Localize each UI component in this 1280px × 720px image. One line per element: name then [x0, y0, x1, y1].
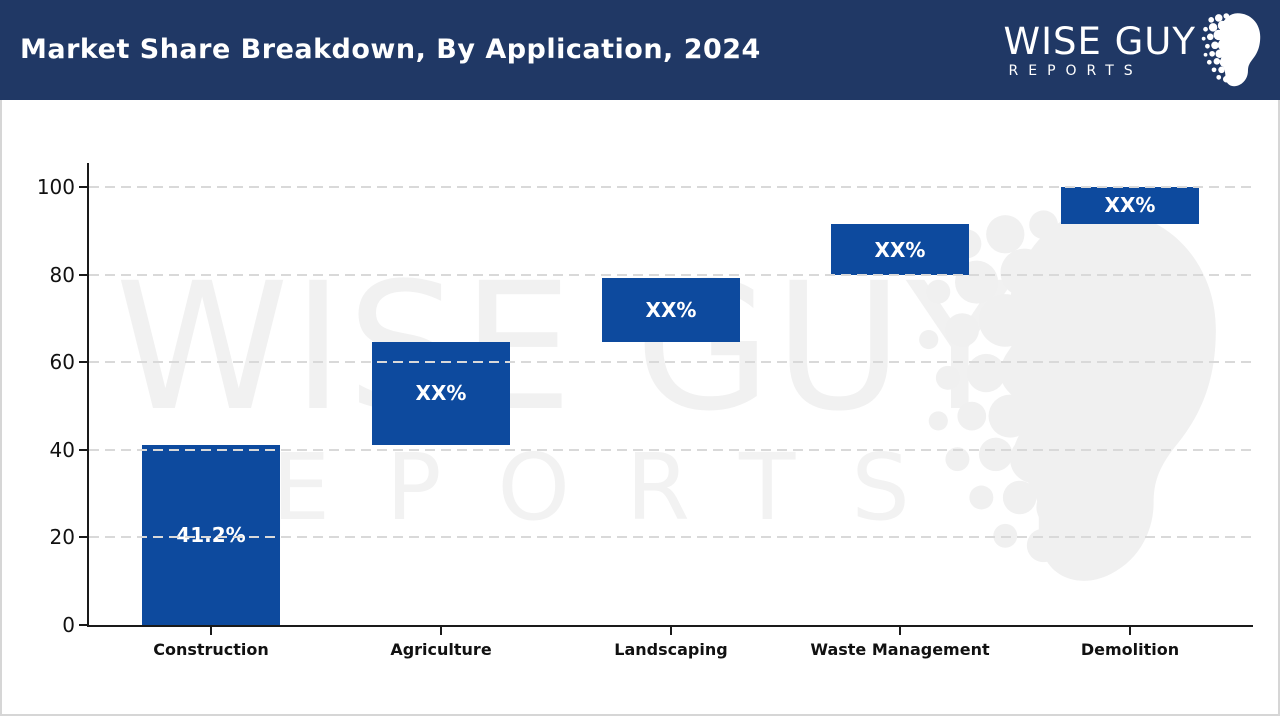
y-tick-label: 40: [49, 437, 75, 462]
y-axis: [87, 163, 89, 627]
logo-primary-text: WISE GUY: [1003, 19, 1196, 63]
x-tick: [899, 627, 901, 635]
bar-value-label: 41.2%: [176, 522, 246, 547]
y-tick-label: 60: [49, 350, 75, 375]
category-label-waste-management: Waste Management: [810, 640, 990, 659]
brand-logo: WISE GUY REPORTS: [1004, 8, 1264, 92]
y-tick: [79, 273, 87, 276]
x-tick: [670, 627, 672, 635]
logo-secondary-text: REPORTS: [1008, 62, 1143, 79]
x-tick: [210, 627, 212, 635]
y-tick: [79, 186, 87, 188]
bar-agriculture: XX%: [372, 342, 510, 445]
x-axis: [87, 625, 1253, 627]
y-tick: [79, 448, 87, 451]
gridline-20: [89, 536, 1253, 539]
bar-construction: 41.2%: [142, 444, 280, 625]
gridline-80: [89, 273, 1253, 276]
y-tick-label: 20: [49, 525, 75, 550]
bar-landscaping: XX%: [602, 278, 740, 343]
y-tick: [79, 361, 87, 364]
logo-head-icon: [1198, 10, 1264, 90]
category-label-agriculture: Agriculture: [390, 640, 492, 659]
category-label-demolition: Demolition: [1080, 640, 1180, 659]
y-tick: [79, 536, 87, 539]
bar-value-label: XX%: [874, 237, 926, 262]
gridline-100: [89, 186, 1253, 188]
bar-value-label: XX%: [645, 298, 697, 323]
gridline-40: [89, 448, 1253, 451]
y-tick-label: 100: [36, 175, 75, 199]
category-label-construction: Construction: [153, 640, 269, 659]
watermark-text-primary: WISE GUY: [115, 245, 1017, 450]
bar-waste-management: XX%: [831, 223, 969, 276]
header-bar: Market Share Breakdown, By Application, …: [0, 0, 1280, 100]
bar-demolition: XX%: [1061, 187, 1199, 224]
x-tick: [1129, 627, 1131, 635]
y-tick: [79, 624, 87, 626]
x-tick: [440, 627, 442, 635]
gridline-60: [89, 361, 1253, 364]
page-title: Market Share Breakdown, By Application, …: [20, 34, 761, 65]
category-label-landscaping: Landscaping: [614, 640, 728, 659]
y-tick-label: 0: [62, 613, 75, 637]
bar-value-label: XX%: [415, 381, 467, 406]
y-tick-label: 80: [49, 262, 75, 287]
bar-value-label: XX%: [1104, 193, 1156, 218]
